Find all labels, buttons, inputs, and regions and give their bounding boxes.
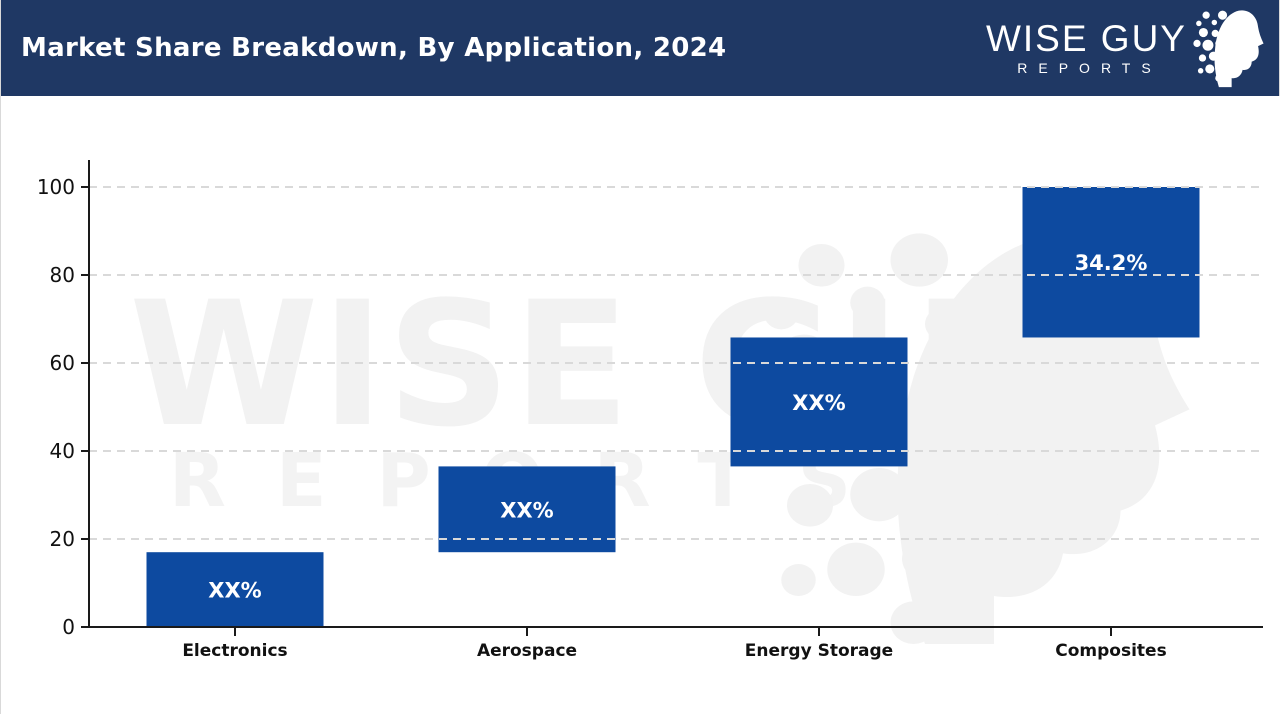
header-band: Market Share Breakdown, By Application, … [1, 0, 1279, 96]
bar-value-label: XX% [792, 391, 845, 415]
logo-wiseguy-text: WISE GUY [985, 18, 1187, 59]
x-category-label: Composites [1055, 641, 1166, 661]
logo-reports-text: REPORTS [1017, 60, 1162, 76]
bar-value-label: 34.2% [1075, 251, 1148, 275]
x-category-label: Electronics [182, 641, 287, 661]
y-tick-label-40: 40 [50, 439, 75, 463]
x-category-label: Energy Storage [745, 641, 893, 661]
y-tick-label-0: 0 [62, 615, 75, 639]
logo-text: WISE GUY REPORTS [986, 20, 1187, 76]
bar-value-label: XX% [500, 498, 553, 522]
page-title: Market Share Breakdown, By Application, … [21, 33, 727, 63]
bar-aerospace [438, 466, 616, 553]
x-category-label: Aerospace [477, 641, 577, 661]
wiseguy-logo: WISE GUY REPORTS [986, 7, 1265, 89]
bar-value-label: XX% [208, 579, 261, 603]
y-tick-label-80: 80 [50, 263, 75, 287]
wiseguy-face-icon [1193, 10, 1264, 88]
chart-area: WISE GUY REPORTS 020406080100Electronics… [1, 96, 1280, 714]
bar-electronics [146, 552, 324, 627]
y-tick-label-20: 20 [50, 527, 75, 551]
y-tick-label-60: 60 [50, 351, 75, 375]
waterfall-chart: 0 20 40 60 80 100 Electronics Aerospace Energy S… [37, 160, 1263, 661]
y-tick-label-100: 100 [37, 175, 75, 199]
